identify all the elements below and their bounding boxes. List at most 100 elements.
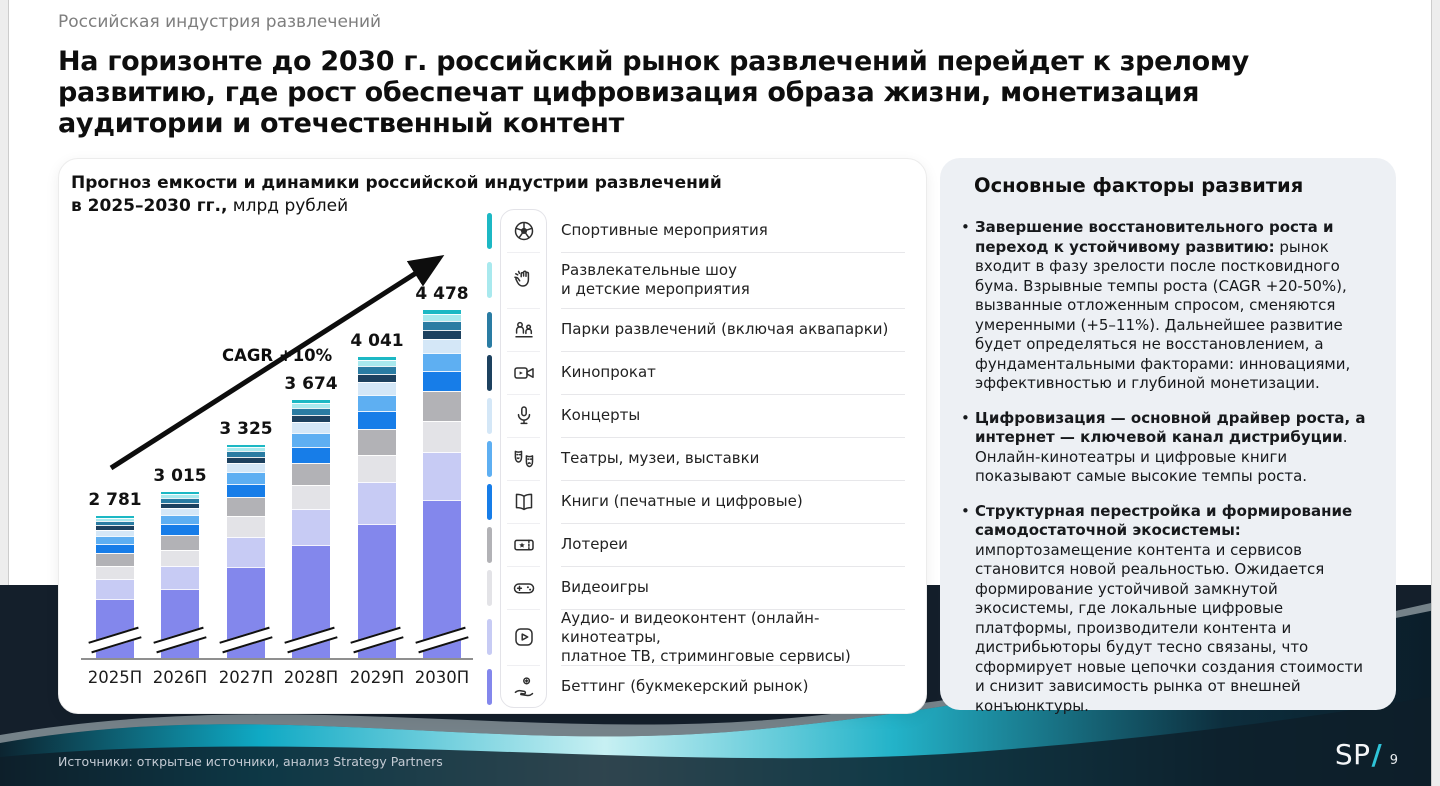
legend-divider: [561, 252, 905, 253]
bar-total-label: 2 781: [88, 490, 142, 510]
bar-2028П: [284, 400, 338, 659]
bar-segment: [161, 524, 199, 535]
legend-item: Лотереи: [487, 523, 919, 566]
legend-label: Беттинг (букмекерский рынок): [561, 677, 809, 695]
legend-item: Беттинг (букмекерский рынок): [487, 665, 919, 708]
legend-label: Видеоигры: [561, 578, 649, 596]
sources-note: Источники: открытые источники, анализ St…: [58, 754, 443, 769]
legend-icon-cell: [500, 447, 547, 471]
bar-segment: [96, 525, 134, 530]
bar-segment: [227, 472, 265, 484]
bar-segment: [96, 516, 134, 518]
chart-title-period: в 2025–2030 гг.,: [71, 196, 228, 216]
chart-title-line2: в 2025–2030 гг., млрд рублей: [71, 195, 722, 218]
legend-icon-cell: [500, 318, 547, 342]
bar-segment: [96, 553, 134, 566]
bar-segment: [423, 330, 461, 339]
bullet-marker: •: [961, 501, 970, 520]
bar-segment: [292, 485, 330, 509]
legend-divider: [561, 523, 905, 524]
legend-label: Кинопрокат: [561, 363, 656, 381]
legend-label: Развлекательные шоу и детские мероприятия: [561, 261, 750, 298]
legend-color-strip: [487, 668, 492, 705]
legend-item: Парки развлечений (включая аквапарки): [487, 308, 919, 351]
bar-segment: [292, 463, 330, 485]
bar-total-label: 3 015: [153, 466, 207, 486]
legend-label: Аудио- и видеоконтент (онлайн-кинотеатры…: [561, 608, 851, 665]
bar-segment: [161, 494, 199, 498]
lottery-ticket-icon: [513, 539, 534, 551]
legend-item: Концерты: [487, 394, 919, 437]
bar-segment: [358, 366, 396, 374]
factor-bullet-bold: Цифровизация — основной драйвер роста, а…: [975, 408, 1366, 447]
page-edge-left: [0, 0, 9, 585]
bar-segment: [292, 433, 330, 447]
bar-total-label: 4 478: [415, 284, 469, 304]
bar-segment: [161, 535, 199, 550]
factors-heading: Основные факторы развития: [974, 174, 1304, 197]
sp-logo: SP/ 9: [1335, 738, 1398, 771]
cagr-annotation: CAGR +10%: [222, 346, 333, 365]
factor-bullet: • Структурная перестройка и формирование …: [960, 502, 1370, 717]
bar-2025П: [88, 516, 142, 659]
bullet-marker: •: [961, 218, 970, 236]
bar-segment: [96, 566, 134, 579]
factor-bullet-bold: Структурная перестройка и формирование с…: [975, 501, 1353, 540]
x-axis-label: 2030П: [414, 668, 470, 687]
bar-segment: [358, 374, 396, 382]
theater-masks-icon: [514, 450, 533, 467]
legend-item: Театры, музеи, выставки: [487, 437, 919, 480]
bar-2030П: [415, 310, 469, 659]
bar-2026П: [153, 492, 207, 659]
legend-color-strip: [487, 619, 492, 655]
legend-label: Концерты: [561, 406, 641, 424]
teal-wave-graphic: [0, 601, 1440, 786]
bar-segment: [358, 455, 396, 482]
x-axis-label: 2028П: [283, 668, 339, 687]
bar-segment: [423, 314, 461, 321]
factor-bullet: • Цифровизация — основной драйвер роста, …: [960, 409, 1370, 487]
bar-segment: [161, 498, 199, 503]
legend-icon-cell: [500, 625, 547, 649]
bar-segment: [161, 550, 199, 566]
legend-divider: [561, 308, 905, 309]
legend-label: Спортивные мероприятия: [561, 221, 768, 239]
slide-title-line: развитию, где рост обеспечат цифровизаци…: [58, 77, 1200, 108]
legend-icon-cell: [500, 490, 547, 514]
bar-segment: [161, 503, 199, 508]
slide-eyebrow: Российская индустрия развлечений: [58, 12, 382, 32]
x-axis-label: 2027П: [218, 668, 274, 687]
legend-label: Парки развлечений (включая аквапарки): [561, 320, 889, 338]
legend-item: Аудио- и видеоконтент (онлайн-кинотеатры…: [487, 609, 919, 665]
bar-segment: [227, 537, 265, 567]
legend-item: Кинопрокат: [487, 351, 919, 394]
legend-icon-divider: [507, 437, 540, 438]
bar-segment: [227, 484, 265, 497]
legend-icon-cell: [500, 361, 547, 385]
factor-bullet-text: импортозамещение контента и сервисов ста…: [975, 540, 1363, 715]
legend-label: Книги (печатные и цифровые): [561, 492, 803, 510]
family-icon: [514, 321, 533, 338]
slide-title: На горизонте до 2030 г. российский рынок…: [58, 46, 1423, 139]
open-book-icon: [515, 493, 532, 510]
x-axis-label: 2029П: [349, 668, 405, 687]
chart-legend: Спортивные мероприятия Развлекательные шо…: [487, 209, 919, 708]
slide-title-line: На горизонте до 2030 г. российский рынок…: [58, 46, 1249, 77]
bar-total-label: 4 041: [350, 331, 404, 351]
factor-bullet-bold: Завершение восстановительного роста и пе…: [975, 218, 1334, 256]
bar-segment: [227, 497, 265, 516]
legend-icon-divider: [507, 566, 540, 567]
x-axis-label: 2026П: [152, 668, 208, 687]
legend-divider: [561, 394, 905, 395]
sp-logo-text: SP: [1334, 738, 1371, 771]
bar-segment: [96, 544, 134, 553]
gamepad-icon: [513, 582, 534, 593]
forecast-chart-card: Прогноз емкости и динамики российской ин…: [58, 158, 927, 714]
page-edge-right: [1431, 0, 1440, 786]
factor-bullet-text: . Онлайн-кинотеатры и цифровые книги пок…: [975, 428, 1348, 485]
chart-title-line1: Прогноз емкости и динамики российской ин…: [71, 173, 722, 193]
microphone-icon: [517, 405, 530, 424]
bar-segment: [96, 521, 134, 525]
factor-bullet: • Завершение восстановительного роста и п…: [960, 218, 1370, 394]
bar-segment: [358, 429, 396, 455]
